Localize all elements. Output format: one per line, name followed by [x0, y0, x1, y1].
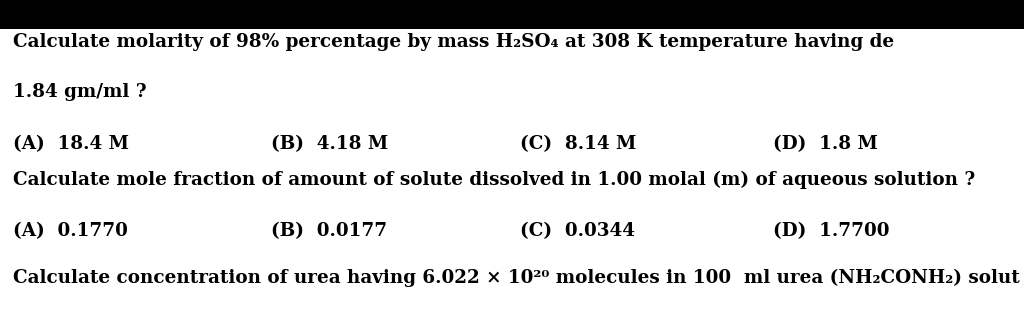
Text: (D)  1.8 M: (D) 1.8 M: [773, 135, 878, 153]
Text: (A)  0.1770: (A) 0.1770: [13, 222, 128, 240]
Text: (D)  1.7700: (D) 1.7700: [773, 222, 890, 240]
Text: Calculate concentration of urea having 6.022 × 10²⁰ molecules in 100  ml urea (N: Calculate concentration of urea having 6…: [13, 268, 1020, 287]
Text: (C)  0.0344: (C) 0.0344: [520, 222, 635, 240]
Text: (B)  4.18 M: (B) 4.18 M: [271, 135, 389, 153]
Text: (B)  0.0177: (B) 0.0177: [271, 222, 387, 240]
Text: Calculate molarity of 98% percentage by mass H₂SO₄ at 308 K temperature having d: Calculate molarity of 98% percentage by …: [13, 33, 894, 51]
Text: (A)  18.4 M: (A) 18.4 M: [13, 135, 129, 153]
Text: 1.84 gm/ml ?: 1.84 gm/ml ?: [13, 83, 146, 101]
Text: Calculate mole fraction of amount of solute dissolved in 1.00 molal (m) of aqueo: Calculate mole fraction of amount of sol…: [13, 171, 976, 189]
Text: (C)  8.14 M: (C) 8.14 M: [520, 135, 637, 153]
